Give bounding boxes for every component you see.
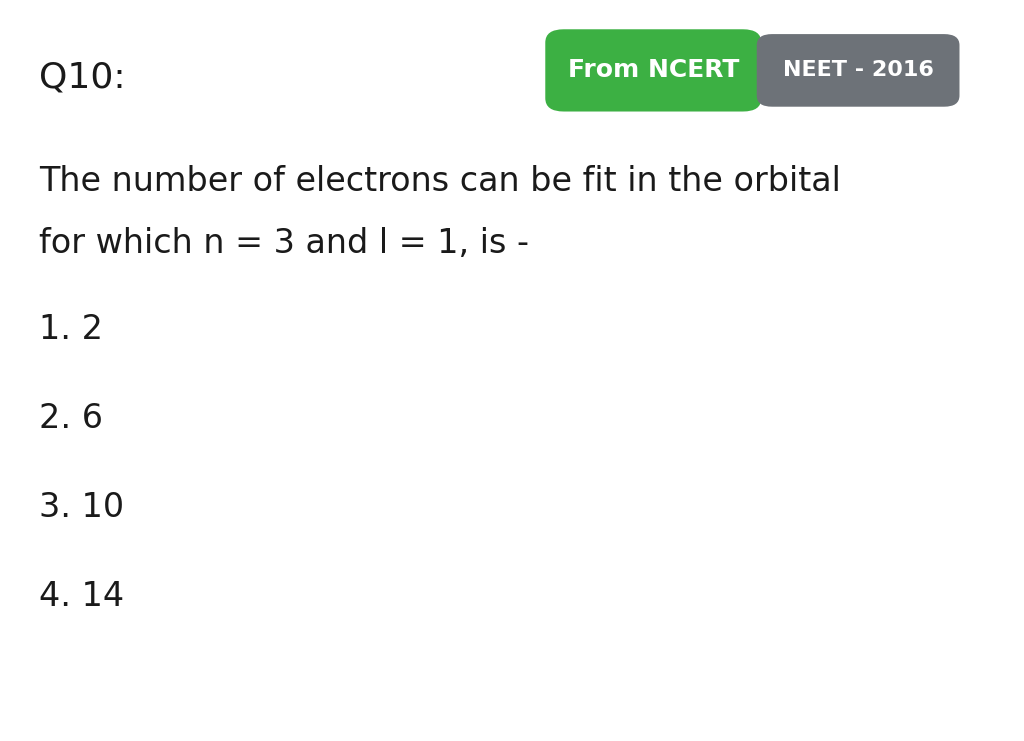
Text: The number of electrons can be fit in the orbital: The number of electrons can be fit in th… [39,165,841,198]
Text: 3. 10: 3. 10 [39,491,124,524]
Text: From NCERT: From NCERT [567,59,739,82]
Text: 1. 2: 1. 2 [39,313,102,346]
Text: for which n = 3 and l = 1, is -: for which n = 3 and l = 1, is - [39,227,529,259]
FancyBboxPatch shape [757,34,959,107]
FancyBboxPatch shape [545,29,761,111]
Text: NEET - 2016: NEET - 2016 [782,61,934,80]
Text: 4. 14: 4. 14 [39,580,124,613]
Text: 2. 6: 2. 6 [39,402,102,435]
Text: Q10:: Q10: [39,61,126,95]
